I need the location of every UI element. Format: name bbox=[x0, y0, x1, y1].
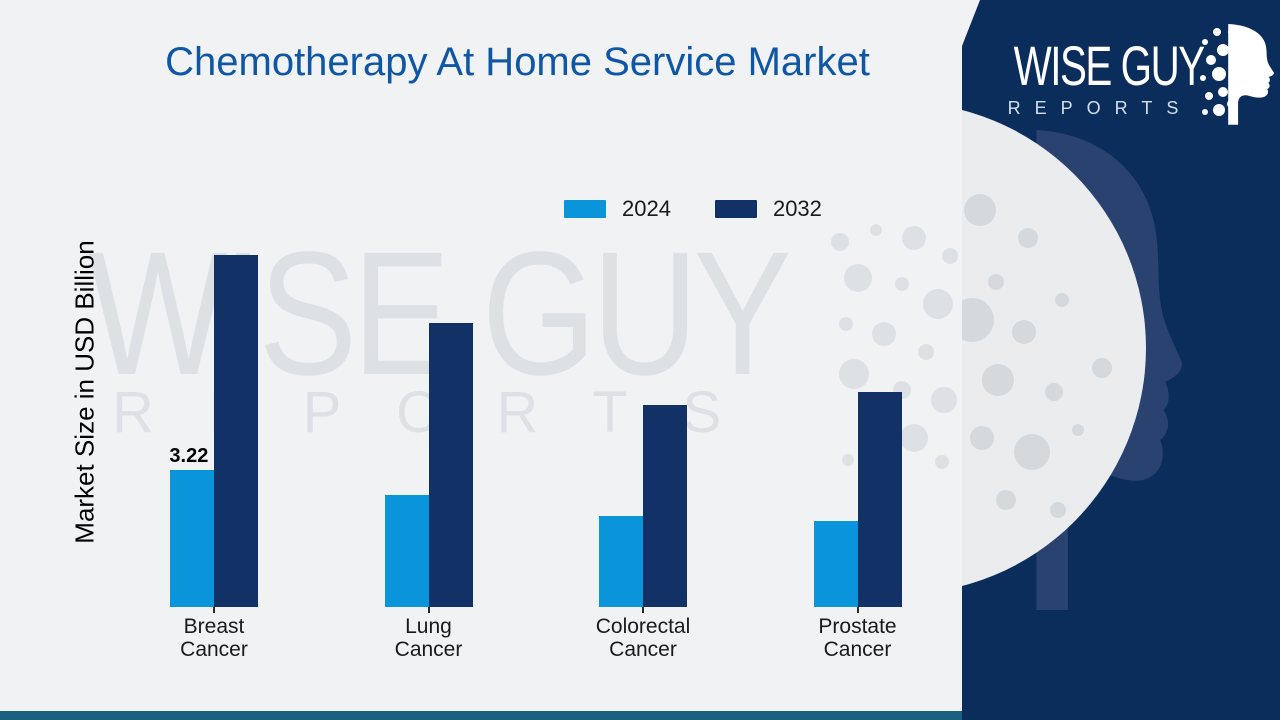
bar-2024-lung-cancer bbox=[384, 495, 429, 607]
bar-group-colorectal-cancer: Colorectal Cancer bbox=[596, 237, 690, 661]
logo-head-dots bbox=[1200, 28, 1235, 116]
watermark-subtitle: REPORTS bbox=[112, 384, 776, 442]
watermark-circle bbox=[962, 110, 1146, 586]
bar-2032-lung-cancer bbox=[428, 323, 473, 607]
wiseguy-logo: WISE GUY REPORTS bbox=[980, 38, 1220, 119]
chart-legend: 2024 2032 bbox=[564, 196, 822, 222]
bar-chart: 3.22 Breast Cancer Lung Cancer Colorectal Canc… bbox=[0, 237, 962, 661]
x-axis-tick bbox=[856, 607, 859, 613]
bar-2024-prostate-cancer bbox=[813, 521, 858, 607]
x-axis-tick bbox=[642, 607, 644, 613]
brand-panel: WISE GUY REPORTS bbox=[962, 0, 1280, 720]
bar-value-label: 3.22 bbox=[169, 445, 209, 467]
logo-subtitle: REPORTS bbox=[1007, 98, 1193, 118]
category-label: Lung Cancer bbox=[394, 615, 463, 661]
bar-2024-breast-cancer: 3.22 bbox=[169, 445, 214, 607]
bar-group-lung-cancer: Lung Cancer bbox=[384, 237, 473, 661]
category-label: Prostate Cancer bbox=[818, 615, 897, 661]
bar-2024-colorectal-cancer bbox=[599, 516, 643, 607]
category-label: Breast Cancer bbox=[180, 615, 248, 661]
x-axis-tick bbox=[427, 607, 430, 613]
watermark-dots bbox=[831, 224, 958, 477]
brand-panel-art bbox=[962, 0, 1182, 610]
x-axis-tick bbox=[213, 607, 215, 613]
bar-2032-colorectal-cancer bbox=[643, 405, 687, 607]
bar-group-breast-cancer: 3.22 Breast Cancer bbox=[169, 237, 258, 661]
category-label: Colorectal Cancer bbox=[595, 615, 691, 661]
legend-swatch-2032 bbox=[714, 200, 757, 218]
legend-item-2032: 2032 bbox=[714, 196, 822, 222]
watermark-circle-dots bbox=[962, 194, 1112, 518]
bar-2032-prostate-cancer bbox=[857, 392, 902, 607]
legend-label-2032: 2032 bbox=[772, 196, 822, 221]
bar-group-prostate-cancer: Prostate Cancer bbox=[813, 237, 902, 661]
bottom-accent-bar bbox=[0, 711, 1280, 720]
legend-swatch-2024 bbox=[564, 200, 606, 218]
logo-wordmark: WISE GUY bbox=[1013, 34, 1206, 97]
panel-corner-notch bbox=[962, 0, 980, 46]
logo-head-icon bbox=[1200, 24, 1275, 125]
page-title: Chemotherapy At Home Service Market bbox=[165, 40, 870, 84]
legend-label-2024: 2024 bbox=[622, 196, 671, 221]
bar-2032-breast-cancer bbox=[214, 255, 258, 607]
legend-item-2024: 2024 bbox=[564, 196, 671, 222]
